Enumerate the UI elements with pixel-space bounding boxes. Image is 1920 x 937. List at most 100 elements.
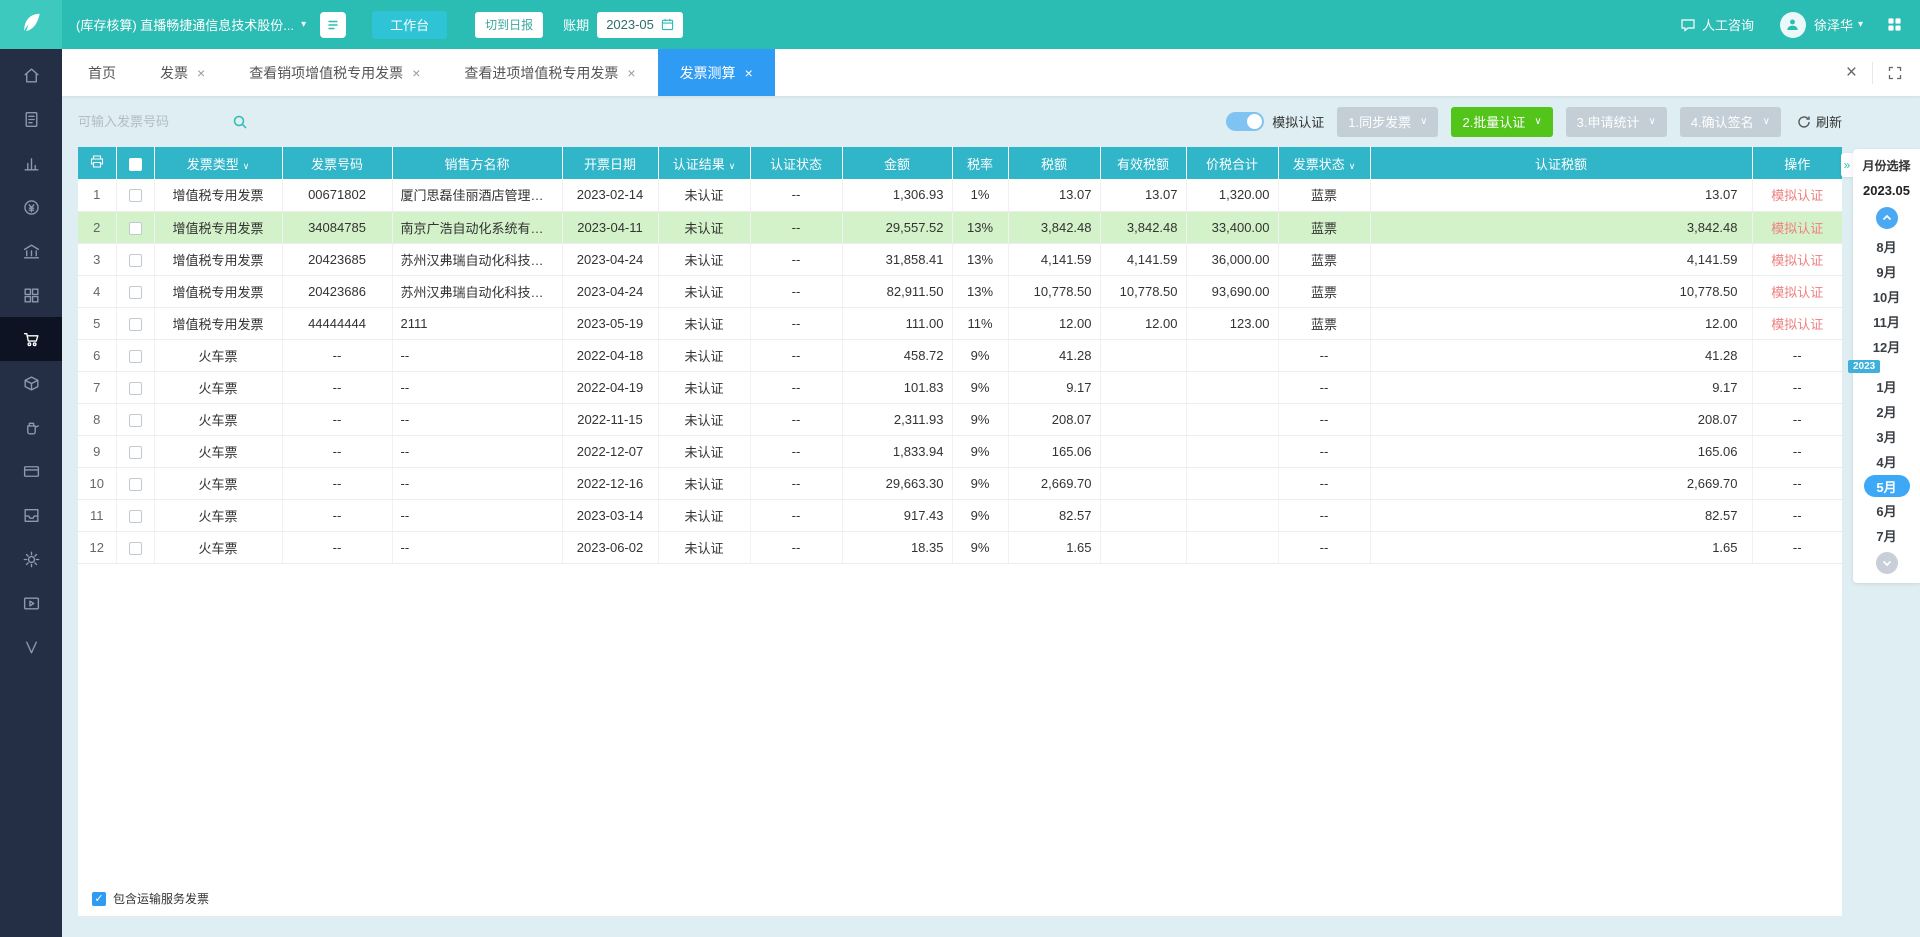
row-checkbox[interactable] [128,477,142,491]
row-checkbox[interactable] [128,285,142,299]
sidebar-item-brand-v[interactable] [0,625,62,669]
month-item-6月[interactable]: 6月 [1876,504,1897,519]
workbench-button[interactable]: 工作台 [372,10,448,39]
print-icon[interactable] [78,147,117,179]
month-item-7月[interactable]: 7月 [1876,529,1897,544]
invoice-row-4[interactable]: 4 增值税专用发票 20423686 苏州汉弗瑞自动化科技有限... 2023-04-2… [78,275,1842,308]
sidebar-item-document-tray[interactable] [0,493,62,537]
month-item-4月[interactable]: 4月 [1876,455,1897,470]
row-checkbox[interactable] [128,349,142,363]
sidebar-item-home[interactable] [0,53,62,97]
sidebar-item-purchase-cart[interactable] [0,317,62,361]
action-button-2[interactable]: 2.批量认证 ∨ [1451,106,1553,137]
column-header-invoice_status[interactable]: 发票状态 ∨ [1278,147,1371,179]
search-icon[interactable] [232,114,248,130]
tab-item-5[interactable]: 发票测算 × [657,49,775,96]
simulate-auth-link[interactable]: 模拟认证 [1771,220,1824,236]
month-item-11月[interactable]: 11月 [1873,315,1900,330]
form-list-icon[interactable] [320,11,347,38]
scroll-down-button[interactable] [1875,552,1898,574]
month-item-10月[interactable]: 10月 [1872,290,1901,305]
apps-grid-icon[interactable] [1887,17,1902,32]
month-item-8月[interactable]: 8月 [1876,240,1897,255]
row-checkbox[interactable] [128,381,142,395]
sidebar-item-bank[interactable] [0,229,62,273]
row-checkbox[interactable] [128,445,142,459]
simulate-auth-link[interactable]: 模拟认证 [1771,252,1824,268]
invoice-row-11[interactable]: 11 火车票 -- -- 2023-03-14 未认证 -- 917.43 9% 82.57 -- 8… [78,499,1842,532]
cell-invoice_status: 蓝票 [1278,243,1371,276]
invoice-row-6[interactable]: 6 火车票 -- -- 2022-04-18 未认证 -- 458.72 9% 41.28 -- 41… [78,339,1842,372]
row-checkbox[interactable] [128,189,142,203]
tab-close-icon[interactable]: × [627,64,636,81]
invoice-row-7[interactable]: 7 火车票 -- -- 2022-04-19 未认证 -- 101.83 9% 9.17 -- 9.1… [78,371,1842,404]
sidebar-item-teapot[interactable] [0,405,62,449]
user-menu[interactable]: 徐泽华 ▾ [1814,15,1863,34]
tab-close-icon[interactable]: × [412,64,421,81]
action-button-3[interactable]: 3.申请统计 ∨ [1565,106,1667,137]
sidebar-item-report-chart[interactable] [0,141,62,185]
invoice-row-8[interactable]: 8 火车票 -- -- 2022-11-15 未认证 -- 2,311.93 9% 208.07-… [78,403,1842,436]
row-checkbox[interactable] [128,413,142,427]
avatar[interactable] [1779,11,1806,38]
tab-item-2[interactable]: 发票 × [138,49,227,96]
collapse-month-panel-handle[interactable]: » [1841,153,1853,177]
cell-action: 模拟认证 [1752,243,1842,276]
invoice-row-12[interactable]: 12 火车票 -- -- 2023-06-02 未认证 -- 18.35 9% 1.65 -- 1.6… [78,531,1842,564]
sidebar-item-settings-gear[interactable] [0,537,62,581]
action-button-4[interactable]: 4.确认签名 ∨ [1679,106,1781,137]
sidebar-item-invoice-bill[interactable] [0,97,62,141]
row-checkbox[interactable] [128,317,142,331]
switch-daily-button[interactable]: 切到日报 [475,11,544,38]
include-transport-checkbox[interactable]: ✓ 包含运输服务发票 [92,890,209,907]
row-checkbox[interactable] [128,253,142,267]
invoice-row-10[interactable]: 10 火车票 -- -- 2022-12-16 未认证 -- 29,663.30 9% 2,669… [78,467,1842,500]
simulate-auth-link[interactable]: 模拟认证 [1771,284,1824,300]
tab-close-icon[interactable]: × [197,64,206,81]
close-all-tabs-icon[interactable]: × [1845,61,1857,83]
sidebar-item-voucher-card[interactable] [0,449,62,493]
sidebar-item-video-training[interactable] [0,581,62,625]
cell-tax: 165.06 [1008,435,1101,468]
column-header-type[interactable]: 发票类型 ∨ [154,147,283,179]
select-all-checkbox[interactable] [116,147,155,179]
month-item-3月[interactable]: 3月 [1876,430,1897,445]
row-checkbox[interactable] [128,509,142,523]
checkbox-checked-icon[interactable]: ✓ [92,891,106,906]
simulate-auth-link[interactable]: 模拟认证 [1771,316,1824,332]
consult-button[interactable]: 人工咨询 [1680,15,1754,34]
sidebar-item-modules-grid[interactable] [0,273,62,317]
simulate-auth-toggle[interactable] [1226,112,1265,131]
invoice-row-9[interactable]: 9 火车票 -- -- 2022-12-07 未认证 -- 1,833.94 9% 165.06-… [78,435,1842,468]
month-item-2月[interactable]: 2月 [1876,405,1897,420]
invoice-row-2[interactable]: 2 增值税专用发票 34084785 南京广浩自动化系统有限责... 2023-04-1… [78,211,1842,244]
company-selector[interactable]: (库存核算) 直播畅捷通信息技术股份... ▾ [76,15,306,34]
action-button-1[interactable]: 1.同步发票 ∨ [1337,106,1439,137]
cell-amount: 18.35 [842,531,953,564]
tab-item-1[interactable]: 首页 [66,49,138,96]
refresh-button[interactable]: 刷新 [1797,112,1842,131]
tab-item-4[interactable]: 查看进项增值税专用发票 × [442,49,657,96]
month-item-5月[interactable]: 5月 [1863,475,1910,497]
invoice-row-1[interactable]: 1 增值税专用发票 00671802 厦门思磊佳丽酒店管理有限... 2023-02-1… [78,179,1842,212]
month-item-1月[interactable]: 1月 [1876,380,1897,395]
invoice-row-5[interactable]: 5 增值税专用发票 44444444 2111 2023-05-19 未认证 -- 111.0… [78,307,1842,340]
tab-close-icon[interactable]: × [744,64,753,81]
sidebar-item-funds[interactable] [0,185,62,229]
row-checkbox[interactable] [128,541,142,555]
row-checkbox[interactable] [128,221,142,235]
invoice-row-3[interactable]: 3 增值税专用发票 20423685 苏州汉弗瑞自动化科技有限... 2023-04-2… [78,243,1842,276]
month-item-12月[interactable]: 12月 [1872,340,1901,355]
period-field[interactable]: 2023-05 [597,11,683,38]
simulate-auth-link[interactable]: 模拟认证 [1771,188,1824,204]
column-header-result[interactable]: 认证结果 ∨ [658,147,751,179]
tab-item-3[interactable]: 查看销项增值税专用发票 × [227,49,442,96]
sidebar-item-inventory-box[interactable] [0,361,62,405]
inventory-box-icon [22,374,41,393]
checkbox[interactable] [128,157,142,171]
scroll-up-button[interactable] [1875,207,1898,229]
month-item-9月[interactable]: 9月 [1876,265,1897,280]
fullscreen-icon[interactable] [1872,61,1920,84]
app-logo[interactable] [0,0,62,49]
search-input[interactable] [78,114,228,129]
